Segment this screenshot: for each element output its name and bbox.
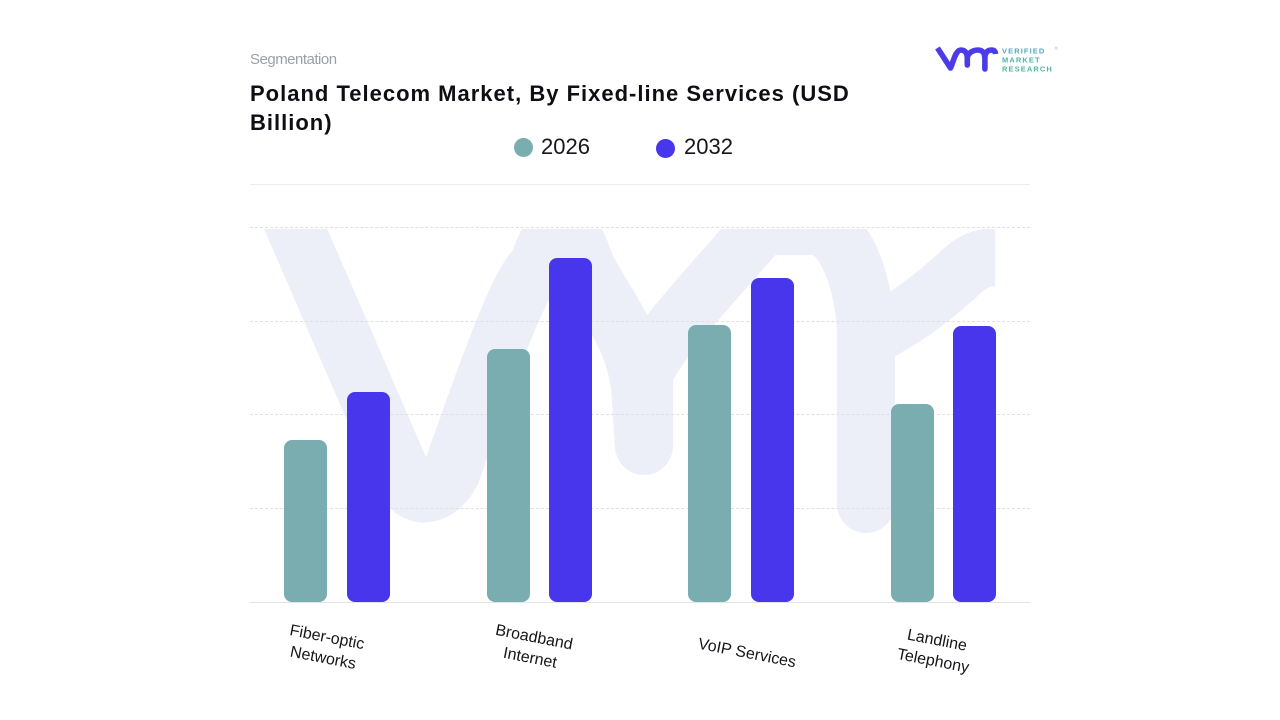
svg-text:MARKET: MARKET: [1002, 55, 1041, 64]
svg-text:VERIFIED: VERIFIED: [1002, 47, 1045, 56]
svg-text:®: ®: [1055, 45, 1059, 51]
svg-text:RESEARCH: RESEARCH: [1002, 65, 1053, 74]
